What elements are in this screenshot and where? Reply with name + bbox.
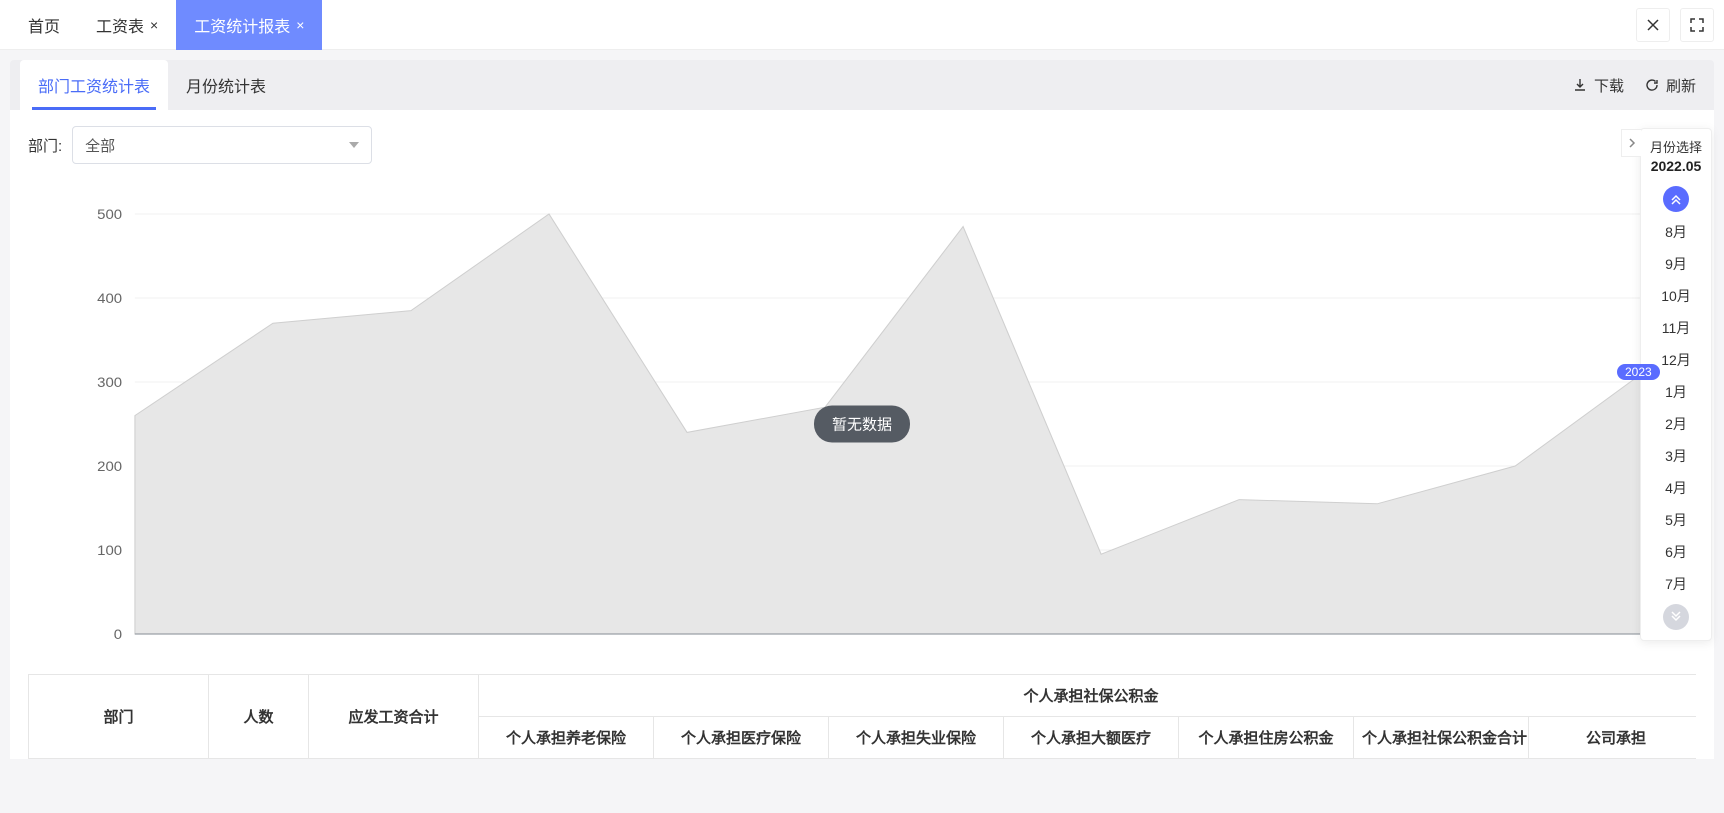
- month-scroll-down-button[interactable]: [1663, 604, 1689, 630]
- month-panel-collapse-button[interactable]: [1621, 129, 1641, 157]
- table-header-sub-4: 个人承担住房公积金: [1179, 717, 1354, 759]
- sub-tab-label: 部门工资统计表: [38, 73, 150, 97]
- refresh-button[interactable]: 刷新: [1644, 75, 1696, 96]
- double-chevron-down-icon: [1670, 611, 1682, 623]
- download-button[interactable]: 下载: [1572, 75, 1624, 96]
- filter-row: 部门: 全部: [28, 126, 1696, 164]
- close-icon: [1645, 17, 1661, 33]
- chevron-right-icon: [1627, 138, 1637, 148]
- month-item-9[interactable]: 5月: [1641, 504, 1711, 536]
- table-header-sub-1: 个人承担医疗保险: [654, 717, 829, 759]
- month-item-0[interactable]: 8月: [1641, 216, 1711, 248]
- top-tab-bar: 首页 工资表 × 工资统计报表 ×: [0, 0, 1724, 50]
- month-item-11[interactable]: 7月: [1641, 568, 1711, 600]
- department-select[interactable]: 全部: [72, 126, 372, 164]
- table-header-fixed-1: 人数: [209, 675, 309, 759]
- fullscreen-icon: [1689, 17, 1705, 33]
- month-panel-title: 月份选择: [1650, 137, 1702, 156]
- table-header-sub-0: 个人承担养老保险: [479, 717, 654, 759]
- year-badge: 2023: [1617, 364, 1660, 380]
- month-item-5[interactable]: 1月: [1641, 376, 1711, 408]
- refresh-icon: [1644, 77, 1660, 93]
- month-item-2[interactable]: 10月: [1641, 280, 1711, 312]
- table-header-sub-6: 公司承担: [1529, 717, 1697, 759]
- refresh-label: 刷新: [1666, 75, 1696, 96]
- close-all-tabs-button[interactable]: [1636, 8, 1670, 42]
- table-container: 部门人数应发工资合计个人承担社保公积金个人承担养老保险个人承担医疗保险个人承担失…: [28, 674, 1696, 759]
- sub-tab-1[interactable]: 月份统计表: [168, 60, 284, 110]
- table-header-fixed-2: 应发工资合计: [309, 675, 479, 759]
- chart-container: 0100200300400500 暂无数据: [28, 184, 1696, 664]
- month-list: 8月9月10月11月12月20231月2月3月4月5月6月7月: [1641, 216, 1711, 600]
- content-card: 部门: 全部 0100200300400500 暂无数据 部门人数应发工资合计个…: [10, 110, 1714, 759]
- sub-tab-bar: 部门工资统计表 月份统计表 下载 刷新: [10, 60, 1714, 110]
- svg-text:300: 300: [97, 375, 122, 390]
- fullscreen-button[interactable]: [1680, 8, 1714, 42]
- filter-label: 部门:: [28, 135, 62, 156]
- tab-close-icon[interactable]: ×: [150, 17, 158, 33]
- svg-text:0: 0: [114, 627, 122, 642]
- department-select-value: 全部: [85, 135, 115, 156]
- chevron-down-icon: [349, 142, 359, 148]
- subtab-actions: 下载 刷新: [1572, 60, 1696, 110]
- month-scroll-up-button[interactable]: [1663, 186, 1689, 212]
- top-tab-2[interactable]: 工资统计报表 ×: [176, 0, 322, 50]
- table-header-sub-5: 个人承担社保公积金合计: [1354, 717, 1529, 759]
- download-icon: [1572, 77, 1588, 93]
- svg-text:400: 400: [97, 291, 122, 306]
- month-item-6[interactable]: 2月: [1641, 408, 1711, 440]
- month-panel-current: 2022.05: [1651, 158, 1702, 174]
- month-picker-panel: 月份选择 2022.05 8月9月10月11月12月20231月2月3月4月5月…: [1640, 128, 1712, 641]
- top-tab-1[interactable]: 工资表 ×: [78, 0, 176, 50]
- top-right-actions: [1636, 0, 1714, 50]
- double-chevron-up-icon: [1670, 193, 1682, 205]
- top-tab-0[interactable]: 首页: [10, 0, 78, 50]
- svg-text:100: 100: [97, 543, 122, 558]
- month-item-1[interactable]: 9月: [1641, 248, 1711, 280]
- sub-tab-label: 月份统计表: [186, 73, 266, 97]
- month-item-7[interactable]: 3月: [1641, 440, 1711, 472]
- top-tab-label: 工资统计报表: [194, 13, 290, 37]
- svg-text:500: 500: [97, 207, 122, 222]
- svg-text:200: 200: [97, 459, 122, 474]
- month-item-10[interactable]: 6月: [1641, 536, 1711, 568]
- area-chart: 0 100 200 300 400 500: [28, 184, 1696, 664]
- top-tab-label: 工资表: [96, 13, 144, 37]
- tab-close-icon[interactable]: ×: [296, 17, 304, 33]
- table-header-sub-2: 个人承担失业保险: [829, 717, 1004, 759]
- month-item-8[interactable]: 4月: [1641, 472, 1711, 504]
- table-header-group: 个人承担社保公积金: [479, 675, 1697, 717]
- top-tab-label: 首页: [28, 13, 60, 37]
- download-label: 下载: [1594, 75, 1624, 96]
- salary-table: 部门人数应发工资合计个人承担社保公积金个人承担养老保险个人承担医疗保险个人承担失…: [28, 674, 1696, 759]
- page-content: 部门工资统计表 月份统计表 下载 刷新 部门: 全部 0 100 200 300 400 5…: [10, 60, 1714, 813]
- table-header-sub-3: 个人承担大额医疗: [1004, 717, 1179, 759]
- sub-tab-0[interactable]: 部门工资统计表: [20, 60, 168, 110]
- table-header-fixed-0: 部门: [29, 675, 209, 759]
- month-item-3[interactable]: 11月: [1641, 312, 1711, 344]
